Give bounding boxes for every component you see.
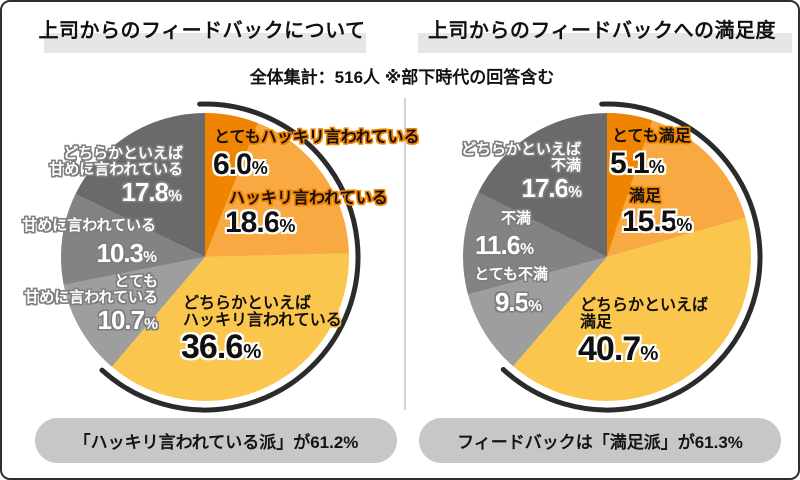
label-very-lenient: とても 甘めに言われている xyxy=(24,273,158,306)
highlight-arc xyxy=(99,101,361,413)
left-title-highlight-band xyxy=(44,33,366,53)
label-very-satisfied: とても満足 xyxy=(612,128,691,145)
pct-somewhat-dissatisfied: 17.6% xyxy=(521,173,582,203)
pie-slice xyxy=(463,192,607,295)
left-summary-text: 「ハッキリ言われている派」が61.2% xyxy=(73,433,359,452)
label-lenient: 甘めに言われている xyxy=(22,217,156,234)
label-somewhat-dissatisfied: どちらかといえば 不満 xyxy=(460,141,581,174)
right-chart-title: 上司からのフィードバックへの満足度 xyxy=(427,20,777,42)
label-dissatisfied: 不満 xyxy=(500,210,531,227)
right-summary-pill: フィードバックは「満足派」が61.3% xyxy=(419,418,781,463)
pct-very-clear: 6.0% xyxy=(213,148,268,181)
label-somewhat-clear: どちらかといえば ハッキリ言われている xyxy=(183,295,342,329)
label-very-clear: とてもハッキリ言われている xyxy=(214,129,420,146)
pie-slice xyxy=(607,120,746,257)
sample-size-note: 全体集計：516人 ※部下時代の回答含む xyxy=(249,68,555,87)
pct-dissatisfied: 11.6% xyxy=(474,230,534,260)
pct-somewhat-clear: 36.6% xyxy=(181,328,261,366)
right-summary-text: フィードバックは「満足派」が61.3% xyxy=(457,433,743,452)
pct-lenient: 10.3% xyxy=(96,238,157,268)
pie-slice xyxy=(63,257,205,367)
label-clear: ハッキリ言われている xyxy=(229,190,388,207)
label-very-dissatisfied: とても不満 xyxy=(474,266,548,283)
pct-clear: 18.6% xyxy=(225,206,295,239)
pct-somewhat-satisfied: 40.7% xyxy=(578,330,658,368)
label-somewhat-satisfied: どちらかといえば 満足 xyxy=(580,297,709,331)
pie-chart-feedback-style xyxy=(60,101,361,413)
highlight-arc xyxy=(500,101,763,413)
pie-slice xyxy=(467,257,607,367)
right-title-highlight-band xyxy=(418,33,792,53)
pct-somewhat-lenient: 17.8% xyxy=(121,177,182,207)
pie-slice xyxy=(607,113,653,257)
pie-slice xyxy=(75,113,206,257)
pct-very-satisfied: 5.1% xyxy=(610,147,665,180)
left-summary-pill: 「ハッキリ言われている派」が61.2% xyxy=(35,418,397,463)
left-chart-title: 上司からのフィードバックについて xyxy=(38,20,366,42)
pie-slice xyxy=(60,194,206,285)
pct-satisfied: 15.5% xyxy=(622,205,692,238)
label-satisfied: 満足 xyxy=(629,188,662,205)
pie-slice xyxy=(111,253,349,401)
vertical-divider xyxy=(404,98,406,410)
pie-slice xyxy=(205,123,349,257)
pie-slice xyxy=(205,113,259,257)
pct-very-dissatisfied: 9.5% xyxy=(494,287,542,317)
pct-very-lenient: 10.7% xyxy=(97,305,158,335)
pie-slice xyxy=(478,113,607,257)
pie-chart-feedback-satisfaction xyxy=(463,101,763,413)
pie-slice xyxy=(513,217,751,401)
label-somewhat-lenient: どちらかといえば 甘めに言われている xyxy=(49,145,183,178)
